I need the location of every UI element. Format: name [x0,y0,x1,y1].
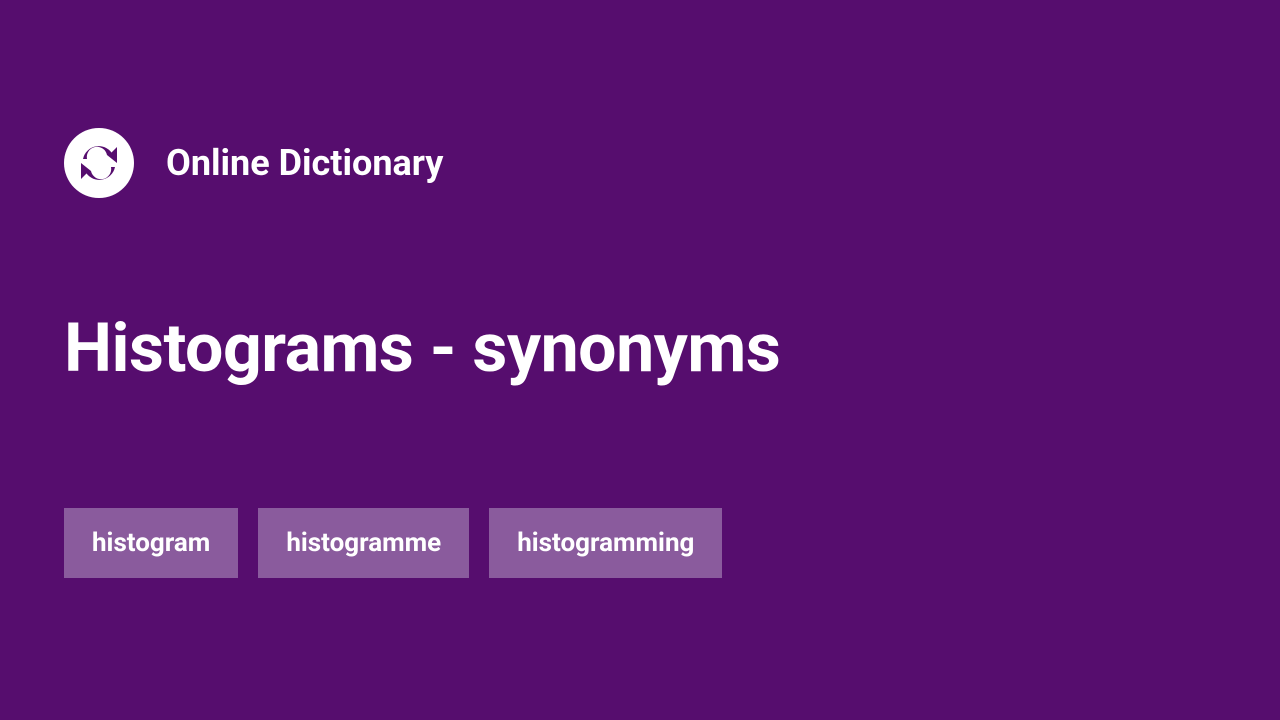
page-root: Online Dictionary Histograms - synonyms … [0,0,1280,720]
site-header: Online Dictionary [64,128,1216,198]
site-title: Online Dictionary [166,142,443,184]
logo-icon [64,128,134,198]
refresh-arrows-icon [73,137,125,189]
synonym-item[interactable]: histogramme [258,508,469,578]
synonym-item[interactable]: histogramming [489,508,722,578]
synonym-item[interactable]: histogram [64,508,238,578]
synonym-list: histogram histogramme histogramming [64,508,1216,578]
page-title: Histograms - synonyms [64,308,1216,388]
